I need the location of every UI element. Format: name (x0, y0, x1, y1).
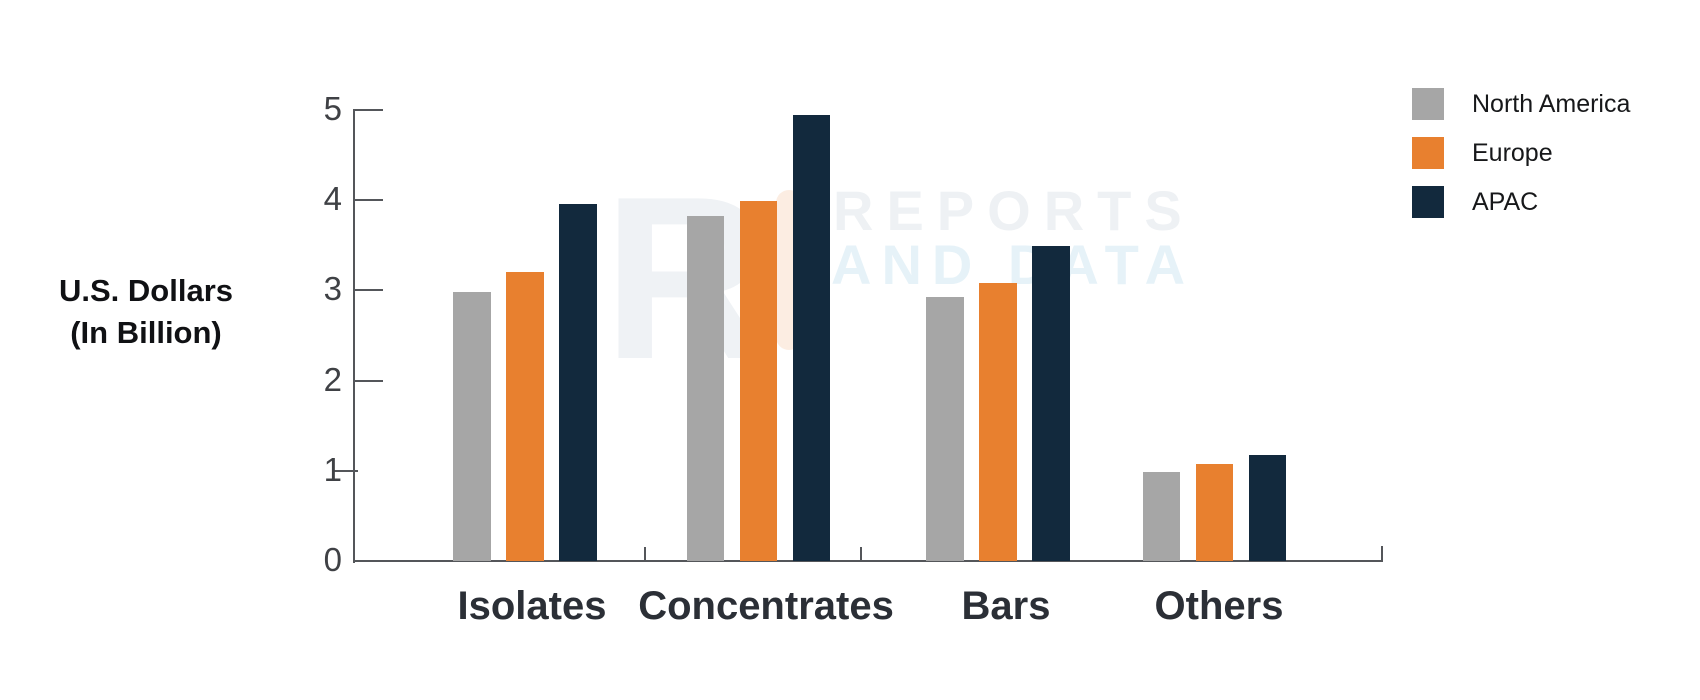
y-axis-title: U.S. Dollars (In Billion) (40, 270, 252, 354)
category-label-concentrates: Concentrates (638, 584, 894, 628)
bar-apac-others (1248, 455, 1287, 561)
legend-swatch-europe (1412, 137, 1444, 169)
y-tick-label-0: 0 (323, 541, 342, 578)
legend-swatch-apac (1412, 186, 1444, 218)
bar-north-america-others (1142, 471, 1181, 561)
legend-item-apac: APAC (1412, 186, 1630, 218)
legend: North America Europe APAC (1412, 88, 1630, 218)
bar-europe-concentrates (739, 201, 778, 561)
bar-europe-isolates (506, 272, 544, 561)
legend-label-europe: Europe (1472, 138, 1553, 167)
y-axis-tick-1 (332, 469, 358, 472)
category-label-others: Others (1154, 584, 1284, 628)
bar-north-america-concentrates (686, 215, 725, 561)
legend-item-north-america: North America (1412, 88, 1630, 120)
y-axis-line (353, 109, 355, 563)
y-tick-label-2: 2 (323, 360, 342, 398)
x-axis-tick-2 (860, 547, 862, 561)
watermark-text-line1: REPORTS (833, 179, 1195, 242)
legend-swatch-north-america (1412, 88, 1444, 120)
bar-north-america-bars (926, 296, 964, 561)
y-axis-title-line1: U.S. Dollars (59, 273, 233, 308)
bar-apac-isolates (559, 203, 597, 561)
category-label-isolates: Isolates (457, 584, 607, 628)
x-axis-end-tick (1381, 546, 1383, 561)
y-tick-label-5: 5 (323, 90, 342, 127)
category-label-bars: Bars (961, 584, 1051, 628)
bar-apac-bars (1032, 246, 1070, 561)
x-axis-tick-1 (644, 547, 646, 561)
legend-item-europe: Europe (1412, 137, 1630, 169)
x-axis-line (353, 560, 1383, 562)
y-axis-tick-3 (353, 289, 383, 292)
y-tick-label-4: 4 (323, 180, 342, 218)
y-tick-label-3: 3 (323, 270, 342, 308)
y-axis-tick-5 (353, 109, 383, 111)
bar-europe-others (1195, 463, 1234, 561)
legend-label-apac: APAC (1472, 187, 1539, 216)
bar-apac-concentrates (792, 114, 831, 561)
legend-label-north-america: North America (1472, 89, 1631, 118)
y-axis-title-line2: (In Billion) (70, 315, 222, 350)
bar-europe-bars (979, 283, 1017, 561)
y-tick-label-1: 1 (323, 450, 342, 488)
y-axis-tick-2 (353, 379, 383, 382)
bar-north-america-isolates (453, 292, 491, 561)
y-axis-tick-4 (353, 199, 383, 202)
